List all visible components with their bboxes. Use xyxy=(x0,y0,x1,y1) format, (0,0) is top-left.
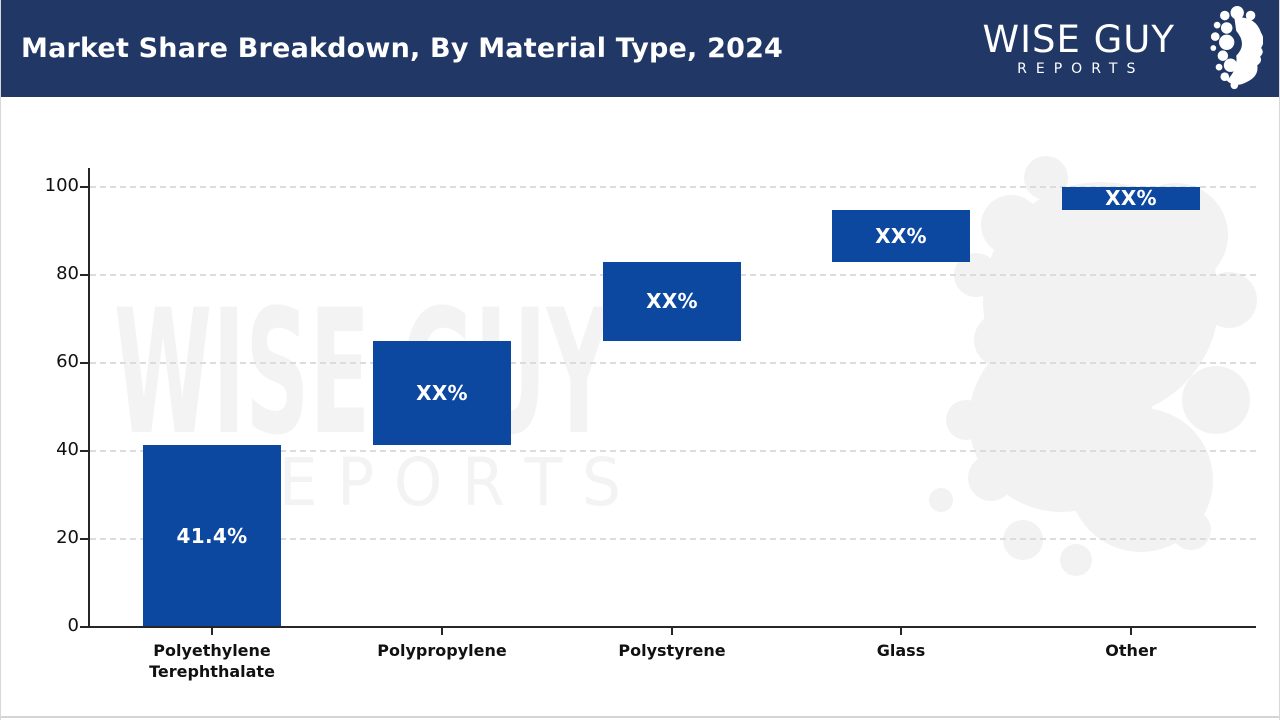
y-tick-mark-100 xyxy=(80,186,89,188)
y-tick-mark-60 xyxy=(80,362,89,364)
y-tick-label-100: 100 xyxy=(44,175,79,196)
gridline-20 xyxy=(90,538,1256,540)
gridline-100 xyxy=(90,186,1256,188)
header-bar: Market Share Breakdown, By Material Type… xyxy=(1,0,1279,97)
x-tick-mark-1 xyxy=(441,627,443,635)
y-tick-label-80: 80 xyxy=(56,263,79,284)
x-category-label-4: Other xyxy=(1105,641,1157,660)
bar-value-label: XX% xyxy=(416,380,468,405)
x-tick-mark-3 xyxy=(900,627,902,635)
x-category-label-0: Polyethylene Terephthalate xyxy=(149,641,275,682)
bar-value-label: 41.4% xyxy=(176,523,248,548)
y-tick-label-60: 60 xyxy=(56,351,79,372)
gridline-40 xyxy=(90,450,1256,452)
bar-value-label: XX% xyxy=(1105,186,1157,211)
brand-head-icon xyxy=(1210,5,1263,89)
gridline-60 xyxy=(90,362,1256,364)
y-tick-label-40: 40 xyxy=(56,439,79,460)
brand-name: WISE GUY xyxy=(982,18,1175,61)
bar-other: XX% xyxy=(1062,186,1200,211)
bar-glass: XX% xyxy=(832,209,970,262)
x-tick-mark-2 xyxy=(671,627,673,635)
bar-polypropylene: XX% xyxy=(373,341,511,445)
bar-value-label: XX% xyxy=(646,289,698,314)
y-tick-mark-80 xyxy=(80,274,89,276)
bar-polyethylene-terephthalate: 41.4% xyxy=(143,444,281,627)
x-category-label-3: Glass xyxy=(876,641,926,660)
y-axis-spine xyxy=(88,168,90,628)
x-tick-mark-4 xyxy=(1130,627,1132,635)
y-tick-mark-40 xyxy=(80,450,89,452)
bar-polystyrene: XX% xyxy=(603,261,741,341)
x-tick-mark-0 xyxy=(211,627,213,635)
y-tick-label-20: 20 xyxy=(56,527,79,548)
x-category-label-2: Polystyrene xyxy=(618,641,726,660)
x-category-label-1: Polypropylene xyxy=(377,641,507,660)
y-tick-label-0: 0 xyxy=(67,615,79,636)
page-title: Market Share Breakdown, By Material Type… xyxy=(21,33,784,64)
y-tick-mark-20 xyxy=(80,538,89,540)
brand-subtitle: REPORTS xyxy=(1017,61,1145,77)
y-tick-mark-0 xyxy=(80,626,89,628)
brand-logo: WISE GUY REPORTS xyxy=(983,5,1263,92)
bar-value-label: XX% xyxy=(875,223,927,248)
brand-logo-text: WISE GUY REPORTS xyxy=(983,21,1175,76)
watermark-wordmark: WISE GUY xyxy=(114,272,612,473)
